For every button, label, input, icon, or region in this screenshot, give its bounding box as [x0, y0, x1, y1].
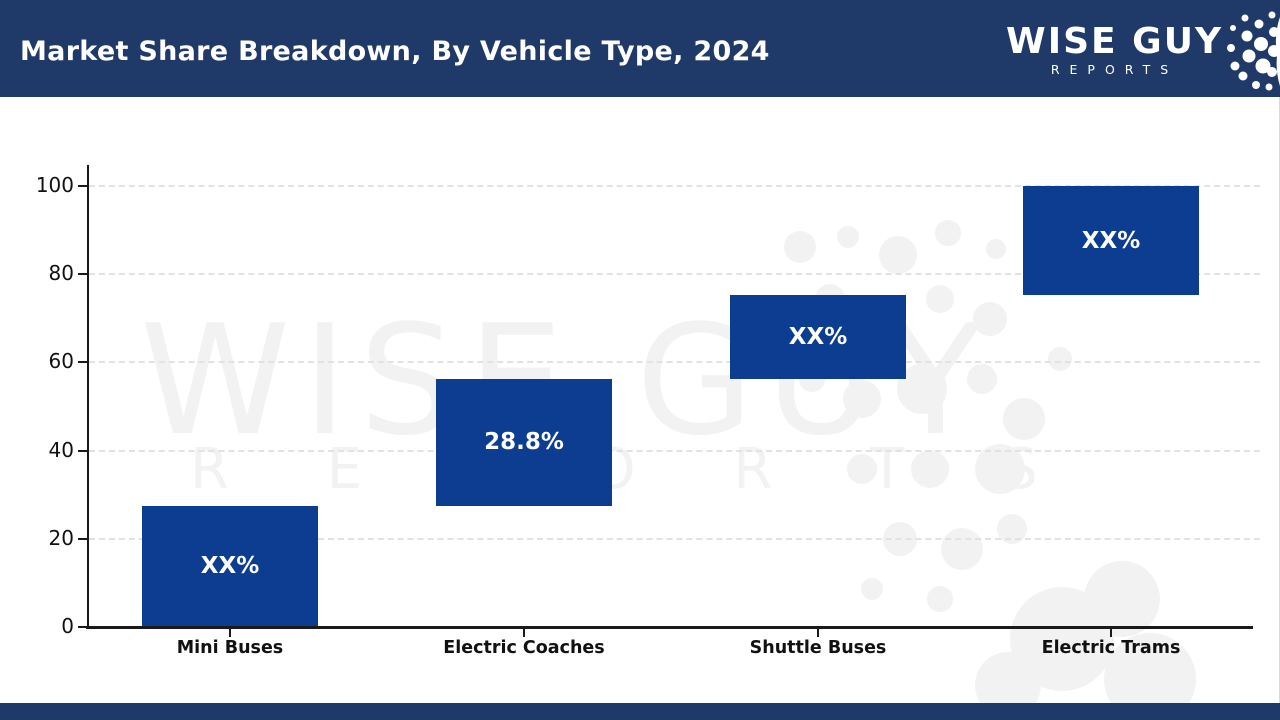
- y-axis-line: [87, 165, 89, 628]
- y-tick-label: 40: [48, 437, 74, 462]
- grid-line: [89, 449, 1260, 452]
- logo-wordmark: WISE GUY: [1006, 20, 1224, 62]
- y-tick-mark: [78, 273, 87, 276]
- grid-line: [89, 361, 1260, 364]
- y-tick-label: 60: [48, 349, 74, 374]
- x-tick-mark: [1110, 628, 1112, 637]
- grid-line: [89, 185, 1260, 187]
- y-tick-label: 80: [48, 261, 74, 286]
- bar-value-label: XX%: [200, 553, 260, 580]
- x-tick-mark: [817, 628, 819, 637]
- bar-value-label: XX%: [788, 324, 848, 351]
- x-axis-label: Mini Buses: [176, 638, 284, 658]
- grid-line: [89, 273, 1260, 276]
- x-axis-line: [86, 626, 1253, 629]
- header-bar: Market Share Breakdown, By Vehicle Type,…: [0, 0, 1280, 97]
- y-tick-mark: [78, 449, 87, 452]
- x-axis-label: Electric Coaches: [443, 638, 605, 658]
- dotted-face-icon: [1227, 11, 1280, 91]
- chart-area: WISE GUY R E P O R T S 020406080100XX%Mi…: [0, 97, 1280, 703]
- bar-value-label: XX%: [1081, 227, 1141, 254]
- y-tick-label: 20: [48, 525, 74, 550]
- x-axis-label: Shuttle Buses: [749, 638, 887, 658]
- page-title: Market Share Breakdown, By Vehicle Type,…: [20, 36, 770, 67]
- y-tick-mark: [78, 537, 87, 540]
- bar-shuttle-buses: XX%: [730, 295, 906, 379]
- bar-value-label: 28.8%: [484, 429, 564, 456]
- x-axis-label: Electric Trams: [1041, 638, 1181, 658]
- y-tick-mark: [78, 185, 87, 187]
- bar-electric-coaches: 28.8%: [436, 378, 612, 506]
- wise-guy-reports-logo: WISE GUY REPORTS: [1006, 6, 1280, 94]
- grid-line: [89, 537, 1260, 540]
- y-tick-label: 100: [35, 173, 74, 197]
- logo-subtitle: REPORTS: [1050, 62, 1179, 78]
- footer-bar: [0, 703, 1280, 720]
- x-tick-mark: [523, 628, 525, 637]
- bar-mini-buses: XX%: [142, 505, 318, 627]
- y-tick-label: 0: [61, 614, 74, 638]
- y-tick-mark: [78, 626, 87, 628]
- logo-text: WISE GUY REPORTS: [1006, 20, 1224, 78]
- y-tick-mark: [78, 361, 87, 364]
- bar-electric-trams: XX%: [1023, 186, 1199, 296]
- watermark-text-2: R E P O R T S: [190, 437, 1078, 502]
- x-tick-mark: [229, 628, 231, 637]
